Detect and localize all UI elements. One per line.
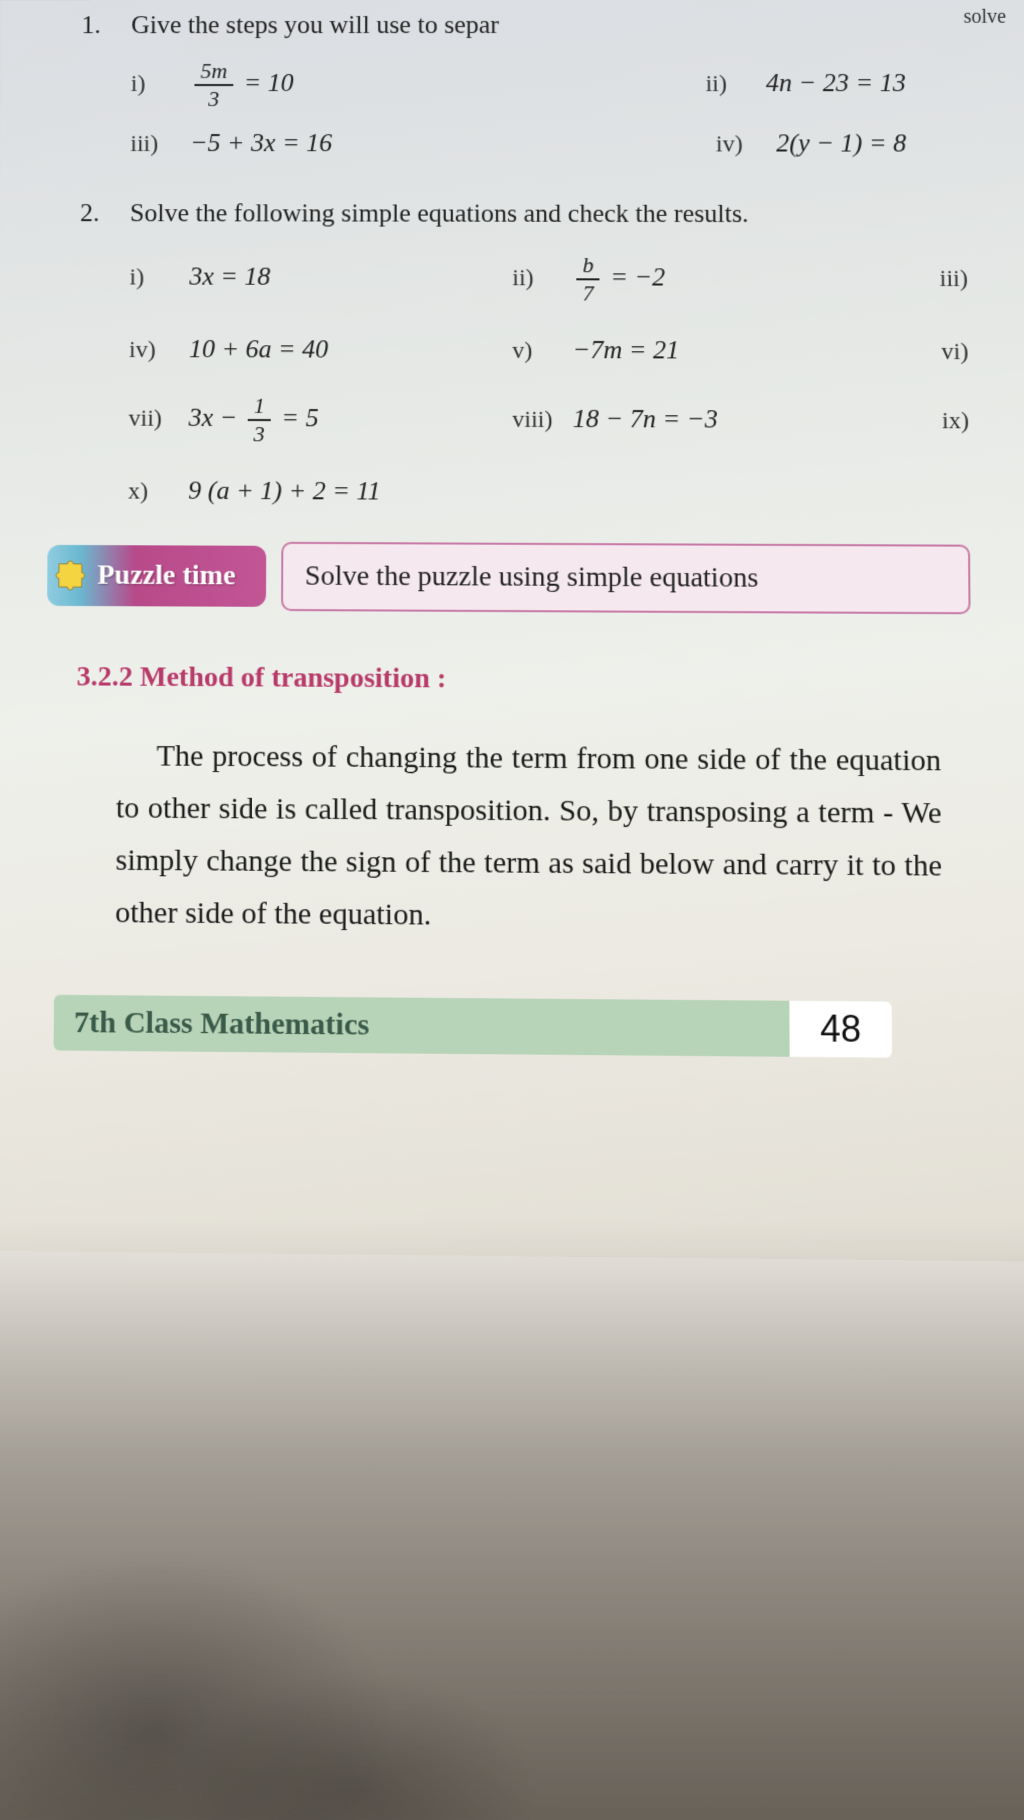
q1-iv-eq: 2(y − 1) = 8: [776, 128, 906, 158]
question-2: 2. Solve the following simple equations …: [78, 198, 970, 509]
textbook-page: solve 1. Give the steps you will use to …: [0, 0, 1024, 1262]
q2-vi-label: vi): [941, 339, 968, 366]
q2-number: 2.: [80, 198, 130, 228]
q1-i-eq: 5m3 = 10: [190, 60, 293, 110]
q2-vii-eq: 3x − 13 = 5: [188, 395, 318, 446]
q2-iii-label: iii): [939, 266, 968, 293]
q2-ii-label: ii): [512, 265, 572, 292]
photo-shadow-overlay: [0, 1220, 1024, 1820]
q1-iii-eq: −5 + 3x = 16: [190, 128, 332, 158]
q2-v-eq: −7m = 21: [573, 335, 680, 366]
footer-page-number: 48: [789, 1001, 892, 1058]
question-1: 1. Give the steps you will use to separ …: [81, 10, 967, 159]
q1-iii-label: iii): [130, 131, 190, 158]
q2-v-label: v): [512, 338, 572, 365]
q2-vii-label: vii): [128, 405, 188, 432]
puzzle-badge: Puzzle time: [47, 545, 266, 607]
q2-iv-eq: 10 + 6a = 40: [189, 334, 328, 365]
puzzle-piece-icon: [53, 558, 87, 593]
q2-i-eq: 3x = 18: [189, 261, 270, 291]
q2-ii-eq: b7 = −2: [573, 254, 666, 305]
q1-number: 1.: [81, 10, 131, 40]
q1-text: Give the steps you will use to separ: [131, 10, 499, 40]
q2-ix-label: ix): [942, 408, 969, 436]
section-heading: 3.2.2 Method of transposition :: [76, 661, 971, 699]
q2-x-label: x): [128, 478, 188, 506]
q1-iv-label: iv): [716, 131, 776, 158]
puzzle-desc-box: Solve the puzzle using simple equations: [281, 542, 971, 614]
q2-text: Solve the following simple equations and…: [130, 198, 749, 229]
section-paragraph: The process of changing the term from on…: [115, 730, 942, 945]
puzzle-time-row: Puzzle time Solve the puzzle using simpl…: [47, 541, 971, 614]
q2-viii-eq: 18 − 7n = −3: [573, 404, 718, 435]
footer-book-title: 7th Class Mathematics: [54, 995, 790, 1057]
q2-i-label: i): [129, 264, 189, 291]
q2-items: i) 3x = 18 ii) b7 = −2 iii) iv) 10 + 6a …: [128, 253, 970, 509]
q2-x-eq: 9 (a + 1) + 2 = 11: [188, 475, 381, 506]
q2-iv-label: iv): [129, 337, 189, 364]
q1-ii-label: ii): [705, 71, 765, 98]
q1-items: i) 5m3 = 10 ii) 4n − 23 = 13 iii) −5 + 3…: [130, 60, 967, 159]
q1-i-label: i): [131, 71, 191, 98]
puzzle-badge-text: Puzzle time: [97, 559, 235, 591]
q1-ii-eq: 4n − 23 = 13: [766, 68, 906, 98]
corner-cutoff-text: solve: [964, 6, 1007, 29]
page-footer: 7th Class Mathematics 48: [54, 995, 954, 1058]
q2-viii-label: viii): [512, 407, 572, 435]
